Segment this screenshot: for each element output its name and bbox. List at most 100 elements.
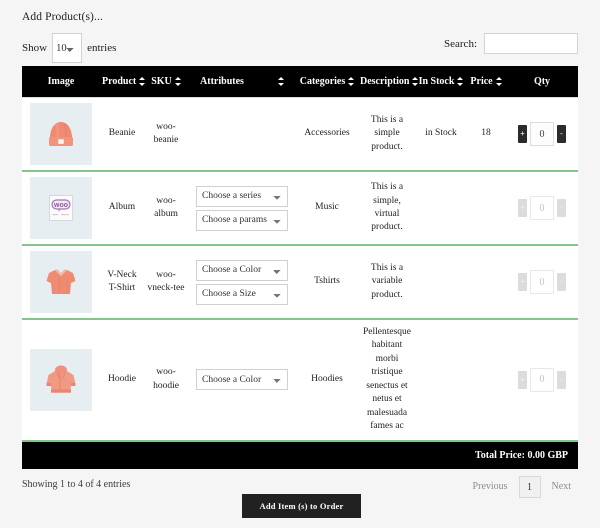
column-label: In Stock bbox=[418, 76, 455, 87]
cell-image bbox=[22, 318, 100, 441]
column-label: Attributes bbox=[200, 76, 244, 87]
column-header-description[interactable]: Description bbox=[358, 66, 419, 98]
search-input[interactable] bbox=[484, 33, 578, 54]
table-footer-row: Total Price: 0.00 GBP bbox=[22, 439, 578, 469]
table-header-row: Image Product SKU Attributes Categories … bbox=[22, 66, 578, 98]
cell-image bbox=[22, 244, 100, 319]
cell-in-stock bbox=[416, 170, 466, 245]
tshirt-thumbnail bbox=[30, 251, 92, 313]
attribute-select-color[interactable]: Choose a Color bbox=[196, 259, 288, 281]
length-label-before: Show bbox=[22, 42, 48, 54]
cell-in-stock bbox=[416, 318, 466, 441]
cell-categories: Tshirts bbox=[296, 244, 358, 319]
column-header-qty[interactable]: Qty bbox=[506, 66, 578, 98]
table-row[interactable]: V-Neck T-Shirt woo-vneck-tee Choose a Co… bbox=[22, 244, 578, 319]
column-label: SKU bbox=[151, 76, 172, 87]
cell-product: Beanie bbox=[100, 97, 144, 171]
qty-decrement-button[interactable]: - bbox=[557, 125, 566, 143]
total-price-label: Total Price: 0.00 GBP bbox=[22, 439, 578, 469]
column-header-in-stock[interactable]: In Stock bbox=[416, 66, 466, 98]
cell-image: woo bbox=[22, 170, 100, 245]
cell-description: This is a variable product. bbox=[358, 244, 416, 319]
cell-categories: Hoodies bbox=[296, 318, 358, 441]
column-header-image[interactable]: Image bbox=[22, 66, 100, 98]
cell-attributes: Choose a Color bbox=[188, 318, 296, 441]
column-label: Qty bbox=[533, 76, 551, 87]
column-header-categories[interactable]: Categories bbox=[296, 66, 358, 98]
qty-decrement-button[interactable]: - bbox=[557, 273, 566, 291]
cell-description: This is a simple, virtual product. bbox=[358, 170, 416, 245]
album-thumbnail: woo bbox=[30, 177, 92, 239]
qty-decrement-button[interactable]: - bbox=[557, 370, 566, 389]
products-table: Image Product SKU Attributes Categories … bbox=[22, 66, 578, 469]
cell-price: 18 bbox=[466, 97, 506, 171]
add-items-to-order-button[interactable]: Add Item (s) to Order bbox=[242, 494, 361, 518]
sort-arrow-icon bbox=[139, 77, 146, 87]
pagination: Previous 1 Next bbox=[466, 476, 578, 498]
length-control: Show 10 entries bbox=[22, 33, 116, 63]
qty-increment-button[interactable]: + bbox=[518, 370, 527, 389]
qty-input[interactable] bbox=[530, 367, 554, 392]
qty-stepper: + - bbox=[509, 122, 575, 146]
cell-sku: woo-hoodie bbox=[144, 318, 188, 441]
table-row[interactable]: woo Album woo-album Choose a series Choo bbox=[22, 170, 578, 245]
sort-arrow-icon bbox=[495, 77, 502, 87]
column-label: Image bbox=[47, 76, 75, 87]
cell-attributes: Choose a series Choose a params bbox=[188, 170, 296, 245]
album-icon: woo bbox=[49, 195, 73, 221]
column-header-attributes[interactable]: Attributes bbox=[188, 66, 296, 98]
qty-stepper: + - bbox=[509, 196, 575, 220]
cell-qty: + - bbox=[506, 244, 578, 319]
cell-in-stock bbox=[416, 244, 466, 319]
search-label: Search: bbox=[444, 37, 477, 50]
column-label: Categories bbox=[299, 76, 346, 87]
qty-input[interactable] bbox=[530, 122, 554, 146]
qty-increment-button[interactable]: + bbox=[518, 125, 527, 143]
beanie-thumbnail bbox=[30, 103, 92, 165]
qty-increment-button[interactable]: + bbox=[518, 199, 527, 217]
pagination-next-button[interactable]: Next bbox=[551, 481, 571, 492]
length-label-after: entries bbox=[87, 42, 117, 54]
pagination-page-1-button[interactable]: 1 bbox=[518, 476, 541, 498]
cell-product: Hoodie bbox=[100, 318, 144, 441]
qty-input[interactable] bbox=[530, 270, 554, 294]
qty-input[interactable] bbox=[530, 196, 554, 220]
sort-arrow-icon bbox=[348, 77, 355, 87]
pagination-previous-button[interactable]: Previous bbox=[472, 481, 508, 492]
table-row[interactable]: Hoodie woo-hoodie Choose a Color Hoodies… bbox=[22, 318, 578, 441]
search-control: Search: bbox=[444, 33, 578, 54]
cell-categories: Accessories bbox=[296, 97, 358, 171]
cell-product: Album bbox=[100, 170, 144, 245]
cell-price bbox=[466, 318, 506, 441]
cell-sku: woo-vneck-tee bbox=[144, 244, 188, 319]
column-header-product[interactable]: Product bbox=[100, 66, 146, 98]
qty-increment-button[interactable]: + bbox=[518, 273, 527, 291]
attribute-select-params[interactable]: Choose a params bbox=[196, 209, 288, 231]
entries-per-page-select[interactable]: 10 bbox=[52, 33, 83, 63]
cell-attributes bbox=[188, 97, 296, 171]
table-controls: Show 10 entries Search: bbox=[22, 33, 578, 63]
page-title: Add Product(s)... bbox=[22, 11, 103, 23]
attribute-select-size[interactable]: Choose a Size bbox=[196, 283, 288, 305]
attribute-select-series[interactable]: Choose a series bbox=[196, 185, 288, 207]
cell-product: V-Neck T-Shirt bbox=[100, 244, 144, 319]
table-row[interactable]: Beanie woo-beanie Accessories This is a … bbox=[22, 97, 578, 171]
column-label: Description bbox=[360, 76, 410, 87]
hoodie-icon bbox=[46, 365, 76, 393]
table-body: Beanie woo-beanie Accessories This is a … bbox=[22, 97, 578, 441]
cell-attributes: Choose a Color Choose a Size bbox=[188, 244, 296, 319]
cell-qty: + - bbox=[506, 318, 578, 441]
cell-qty: + - bbox=[506, 170, 578, 245]
qty-decrement-button[interactable]: - bbox=[557, 199, 566, 217]
entries-info: Showing 1 to 4 of 4 entries bbox=[22, 479, 131, 490]
sort-arrow-icon bbox=[174, 77, 181, 87]
qty-stepper: + - bbox=[509, 270, 575, 294]
table-bottom-bar: Showing 1 to 4 of 4 entries Previous 1 N… bbox=[22, 476, 578, 498]
svg-text:woo: woo bbox=[53, 202, 68, 209]
cell-price bbox=[466, 170, 506, 245]
sort-arrow-icon bbox=[457, 77, 464, 87]
column-header-price[interactable]: Price bbox=[466, 66, 506, 98]
column-header-sku[interactable]: SKU bbox=[144, 66, 188, 98]
attribute-select-color[interactable]: Choose a Color bbox=[196, 369, 288, 391]
